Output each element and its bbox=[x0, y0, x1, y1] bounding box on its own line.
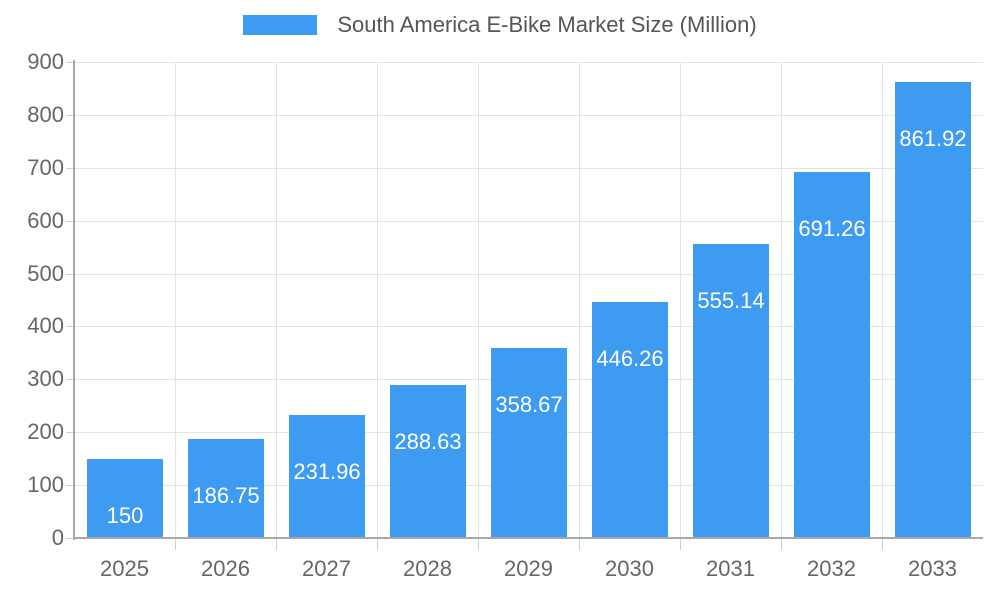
y-axis-tick-mark bbox=[66, 273, 74, 275]
bar-value-label: 231.96 bbox=[293, 459, 361, 485]
bar[interactable] bbox=[289, 415, 365, 538]
plot-area: 150 186.75 231.96 288.63 358.67 446.26 555.14 6… bbox=[74, 62, 983, 538]
gridline-vertical bbox=[276, 62, 277, 538]
gridline-horizontal bbox=[74, 62, 983, 63]
bar-value-label: 446.26 bbox=[596, 345, 664, 371]
x-axis-tick-label: 2026 bbox=[201, 556, 250, 581]
x-axis-tick-label: 2027 bbox=[302, 556, 351, 581]
y-axis-tick-label: 0 bbox=[51, 525, 64, 550]
y-axis-tick-label: 200 bbox=[27, 419, 64, 445]
legend-label: South America E-Bike Market Size (Millio… bbox=[337, 12, 757, 37]
x-axis-line bbox=[74, 537, 983, 539]
gridline-vertical bbox=[781, 62, 782, 538]
x-axis-tick-mark bbox=[579, 539, 580, 550]
x-axis-tick-label: 2031 bbox=[706, 556, 755, 581]
gridline-horizontal bbox=[74, 167, 983, 169]
gridline-vertical bbox=[478, 62, 479, 538]
y-axis-tick-label: 500 bbox=[27, 260, 64, 286]
gridline-horizontal bbox=[74, 220, 983, 222]
y-axis-tick-label: 900 bbox=[27, 49, 64, 74]
y-axis-tick-mark bbox=[66, 114, 74, 116]
y-axis-tick-mark bbox=[66, 432, 74, 434]
bar-value-label: 186.75 bbox=[192, 483, 260, 509]
x-axis-tick-mark bbox=[781, 539, 782, 550]
y-axis-tick-label: 300 bbox=[27, 366, 64, 392]
gridline-vertical bbox=[579, 62, 580, 538]
x-axis-tick-label: 2032 bbox=[807, 556, 856, 581]
bar[interactable] bbox=[390, 385, 466, 538]
bar-value-label: 555.14 bbox=[697, 288, 765, 314]
x-axis-tick-mark bbox=[377, 539, 378, 550]
x-axis-tick-label: 2029 bbox=[504, 556, 553, 581]
y-axis-line bbox=[73, 60, 75, 540]
x-axis-tick-mark bbox=[882, 539, 883, 550]
y-axis-tick-label: 600 bbox=[27, 207, 64, 233]
y-axis-tick-labels: 0 100 200 300 400 500 600 700 800 900 bbox=[0, 0, 74, 600]
y-axis-tick-label: 400 bbox=[27, 313, 64, 339]
bar[interactable] bbox=[895, 82, 971, 538]
gridline-vertical bbox=[680, 62, 681, 538]
x-axis-tick-mark bbox=[175, 539, 176, 550]
y-axis-tick-mark bbox=[66, 538, 74, 539]
bar-value-label: 358.67 bbox=[495, 392, 563, 418]
bar[interactable] bbox=[693, 244, 769, 538]
bar[interactable] bbox=[188, 439, 264, 538]
gridline-horizontal bbox=[74, 273, 983, 275]
bar[interactable] bbox=[794, 172, 870, 538]
x-axis-tick-label: 2030 bbox=[605, 556, 654, 581]
gridline-horizontal bbox=[74, 326, 983, 328]
x-axis-tick-mark bbox=[478, 539, 479, 550]
bar[interactable] bbox=[491, 348, 567, 538]
y-axis-tick-label: 100 bbox=[27, 472, 64, 498]
y-axis-tick-mark bbox=[66, 62, 74, 63]
x-axis-tick-label: 2028 bbox=[403, 556, 452, 581]
bar-value-label: 288.63 bbox=[394, 429, 462, 455]
y-axis-tick-mark bbox=[66, 326, 74, 328]
x-axis-tick-label: 2033 bbox=[908, 556, 957, 581]
bar-value-label: 861.92 bbox=[899, 126, 967, 152]
bar[interactable] bbox=[592, 301, 668, 538]
bar-value-label: 150 bbox=[106, 502, 144, 528]
legend-color-swatch[interactable] bbox=[243, 15, 318, 35]
y-axis-tick-mark bbox=[66, 220, 74, 222]
x-axis-tick-mark bbox=[276, 539, 277, 550]
gridline-horizontal bbox=[74, 114, 983, 116]
bar-value-label: 691.26 bbox=[798, 216, 866, 242]
chart-legend: South America E-Bike Market Size (Millio… bbox=[0, 14, 1000, 36]
y-axis-tick-label: 800 bbox=[27, 101, 64, 127]
y-axis-tick-mark bbox=[66, 167, 74, 169]
gridline-vertical bbox=[882, 62, 883, 538]
x-axis-tick-label: 2025 bbox=[100, 556, 149, 581]
gridline-vertical bbox=[377, 62, 378, 538]
y-axis-tick-mark bbox=[66, 379, 74, 381]
y-axis-tick-mark bbox=[66, 485, 74, 487]
gridline-vertical bbox=[175, 62, 176, 538]
bar[interactable] bbox=[87, 458, 163, 538]
y-axis-tick-label: 700 bbox=[27, 154, 64, 180]
x-axis-tick-mark bbox=[680, 539, 681, 550]
